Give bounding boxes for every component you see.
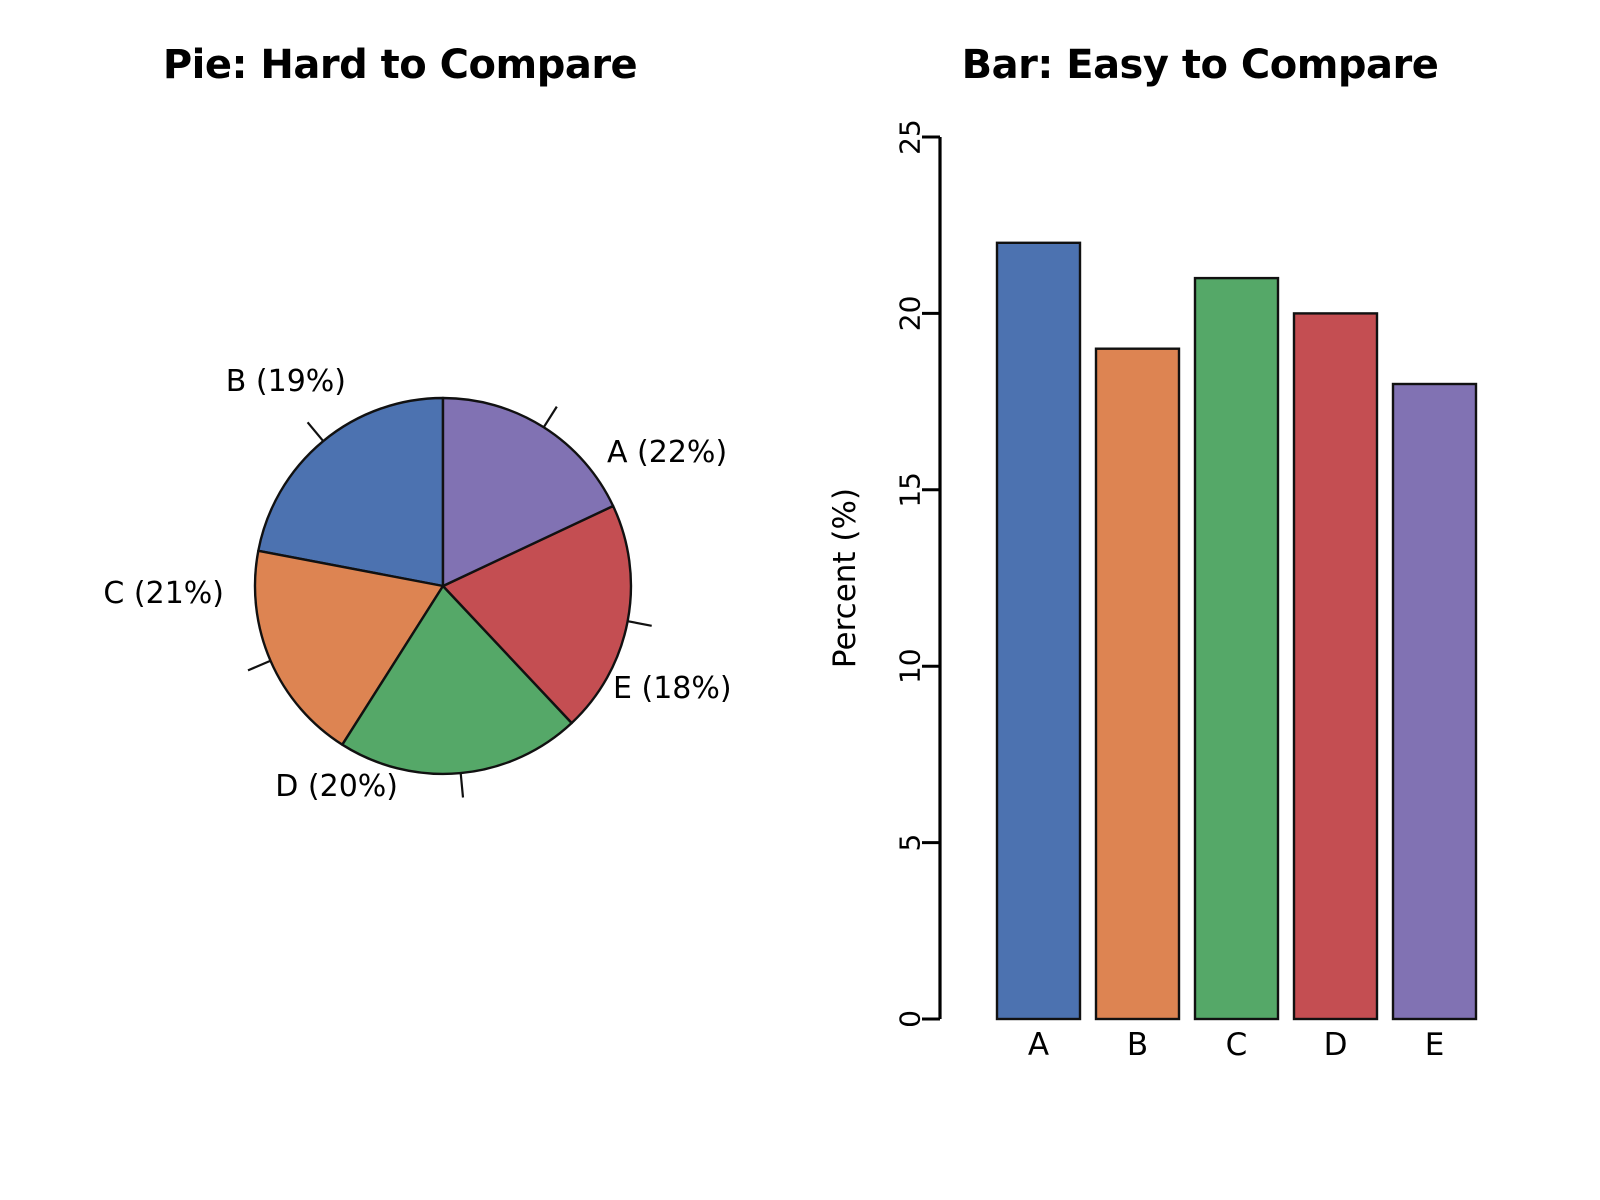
x-tick-label-c: C — [1226, 1027, 1248, 1063]
pie-panel-title: Pie: Hard to Compare — [162, 42, 638, 88]
pie-slice-d[interactable] — [441, 504, 633, 725]
pie-slice-c[interactable] — [341, 584, 573, 776]
pie-chart-svg: A (22%) B (19%) C (21%) D (20%) E (18%) — [103, 364, 732, 804]
bar-chart-svg: 0 5 10 15 20 25 Percent (%) A B C D E — [827, 119, 1478, 1063]
x-tick-label-b: B — [1127, 1027, 1148, 1063]
bar-e[interactable] — [1391, 382, 1478, 1021]
bar-c[interactable] — [1193, 276, 1280, 1021]
pie-panel: Pie: Hard to Compare A (22%) B (19%) C (… — [103, 42, 732, 804]
pie-label-d: D (20%) — [275, 769, 398, 804]
pie-slice-e[interactable] — [441, 396, 615, 588]
pie-leader-line-d — [627, 620, 652, 627]
bar-a[interactable] — [995, 241, 1082, 1021]
bar-panel: Bar: Easy to Compare 0 5 10 15 20 25 Per… — [800, 0, 1600, 1200]
y-tick-label-25: 25 — [894, 119, 927, 155]
bar-b[interactable] — [1094, 347, 1181, 1021]
pie-slice-b[interactable] — [253, 549, 445, 746]
y-tick-label-0: 0 — [894, 1010, 927, 1028]
y-tick-label-20: 20 — [894, 296, 927, 332]
pie-label-c: C (21%) — [103, 576, 224, 611]
x-tick-label-a: A — [1028, 1027, 1049, 1063]
pie-leader-line-b — [247, 659, 271, 672]
bar-panel-title: Bar: Easy to Compare — [961, 42, 1439, 88]
y-tick-label-15: 15 — [894, 472, 927, 508]
pie-label-a: A (22%) — [607, 435, 727, 470]
pie-leader-line-e — [542, 406, 558, 428]
pie-label-b: B (19%) — [226, 364, 346, 399]
pie-slice-a[interactable] — [257, 396, 445, 588]
x-tick-label-e: E — [1425, 1027, 1445, 1063]
pie-label-e: E (18%) — [613, 671, 732, 706]
y-axis-title: Percent (%) — [827, 488, 863, 668]
x-tick-label-d: D — [1324, 1027, 1348, 1063]
pie-leader-line-a — [306, 421, 325, 442]
bar-d[interactable] — [1292, 312, 1379, 1021]
y-tick-label-10: 10 — [894, 648, 927, 684]
y-tick-label-5: 5 — [894, 834, 927, 852]
pie-leader-line-c — [459, 773, 465, 798]
